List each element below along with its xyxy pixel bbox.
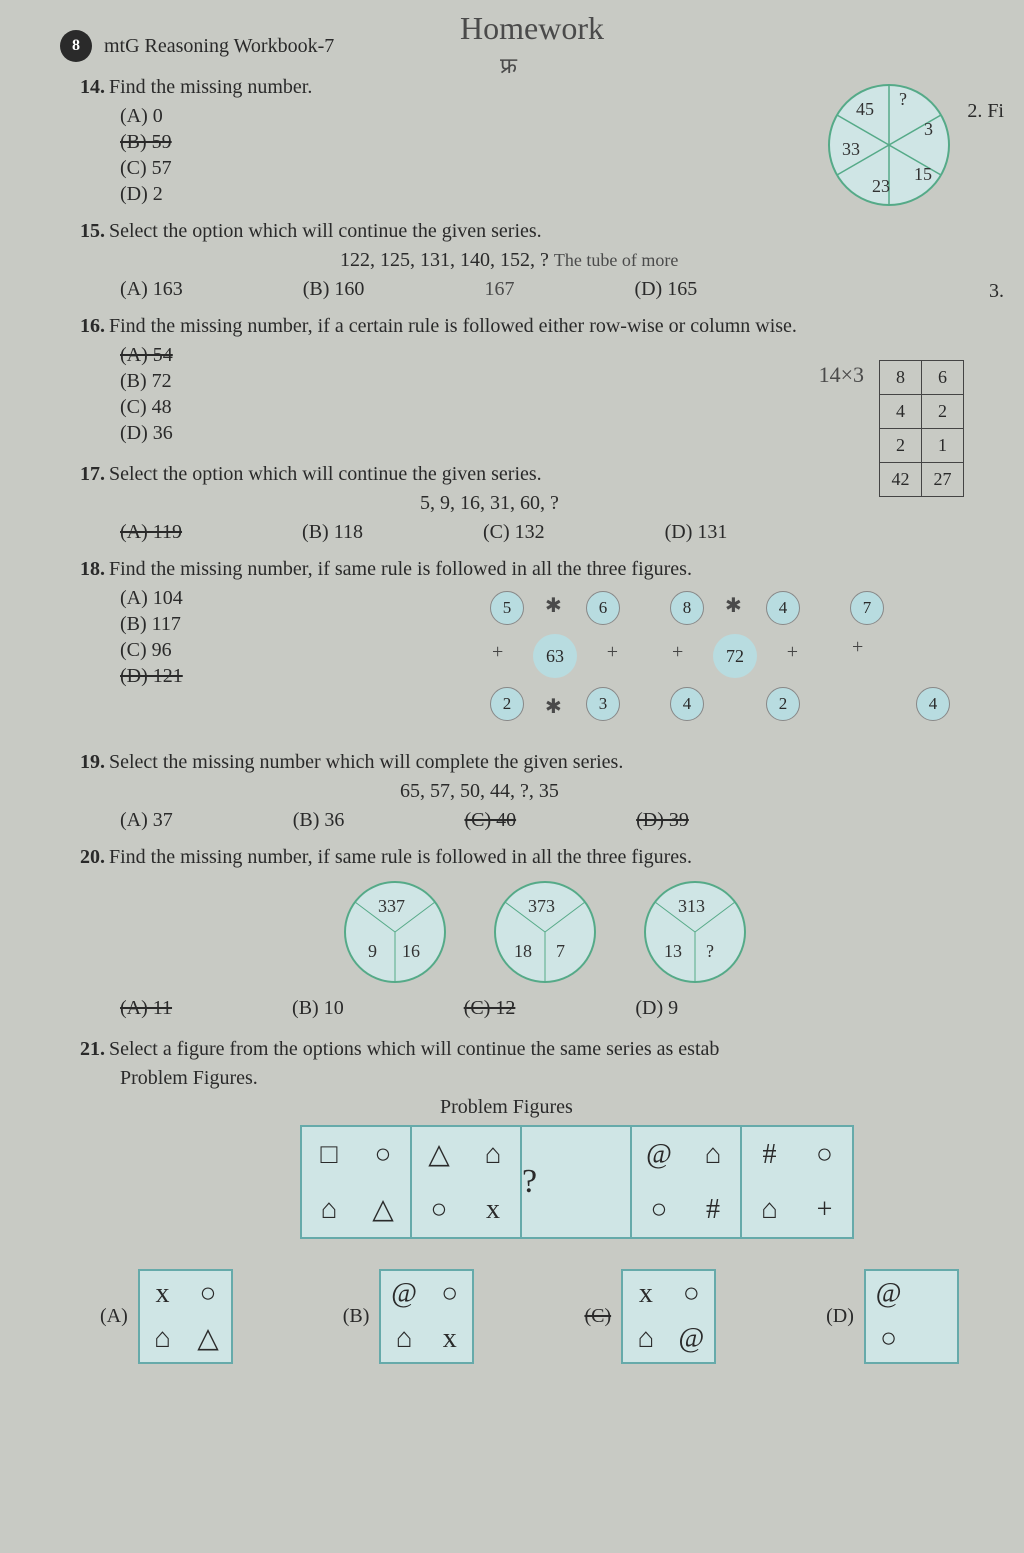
q20-opt-d: (D) 9 (635, 997, 678, 1020)
q15-options: (A) 163 (B) 160 167 (D) 165 (120, 278, 984, 301)
q21-heading: Problem Figures (440, 1096, 984, 1119)
q18-text: Find the missing number, if same rule is… (109, 558, 692, 580)
q20-options: (A) 11 (B) 10 (C) 12 (D) 9 (120, 997, 984, 1020)
q19-text: Select the missing number which will com… (109, 751, 623, 773)
q17-series: 5, 9, 16, 31, 60, ? (420, 492, 984, 515)
q19-opt-d: (D) 39 (636, 809, 689, 832)
svg-text:23: 23 (872, 176, 890, 196)
q15-hw-note: The tube of more (554, 250, 678, 270)
q18-fig3: 7 4 + (840, 581, 960, 731)
q21-opt-c: (C) x○⌂@ (584, 1269, 716, 1364)
q17-opt-d: (D) 131 (665, 521, 728, 544)
q17-opt-b: (B) 118 (302, 521, 363, 544)
q20-opt-b: (B) 10 (292, 997, 344, 1020)
q19-options: (A) 37 (B) 36 (C) 40 (D) 39 (120, 809, 984, 832)
q21-opt-d: (D) @○ (826, 1269, 959, 1364)
q15-opt-c: 167 (484, 278, 514, 301)
q15-series: 122, 125, 131, 140, 152, ? (340, 249, 549, 271)
q18-fig1: 63 5 6 2 3 ✱ ✱ + + (480, 581, 630, 731)
q17-text: Select the option which will continue th… (109, 463, 542, 485)
q19: 19. Select the missing number which will… (80, 751, 984, 774)
q15-side: 3. (989, 280, 1004, 303)
svg-text:337: 337 (378, 896, 405, 916)
svg-text:3: 3 (924, 119, 933, 139)
q14-num: 14. (80, 76, 105, 98)
q15-opt-a: (A) 163 (120, 278, 183, 301)
q20-opt-a: (A) 11 (120, 997, 172, 1020)
svg-text:16: 16 (402, 941, 420, 961)
q15-series-row: 122, 125, 131, 140, 152, ? The tube of m… (340, 249, 984, 272)
q16-opt-c: (C) 48 (120, 396, 984, 419)
q17-opt-a: (A) 119 (120, 521, 182, 544)
svg-text:45: 45 (856, 99, 874, 119)
q16-num: 16. (80, 315, 105, 337)
q15-num: 15. (80, 220, 105, 242)
q20-opt-c: (C) 12 (464, 997, 516, 1020)
q21-opt-b: (B) @○⌂x (343, 1269, 475, 1364)
q14-text: Find the missing number. (109, 76, 312, 98)
q15-text: Select the option which will continue th… (109, 220, 542, 242)
homework-handwriting: Homework (460, 10, 604, 47)
q18-fig2: 72 8 4 4 2 ✱ + + (660, 581, 810, 731)
q16-opt-d: (D) 36 (120, 422, 984, 445)
q16: 16. Find the missing number, if a certai… (80, 315, 984, 338)
q15-opt-b: (B) 160 (303, 278, 365, 301)
q19-opt-b: (B) 36 (293, 809, 345, 832)
q18-figures: 63 5 6 2 3 ✱ ✱ + + 72 8 4 4 2 ✱ + + 7 4 … (480, 581, 984, 731)
q17-num: 17. (80, 463, 105, 485)
svg-text:9: 9 (368, 941, 377, 961)
q21: 21. Select a figure from the options whi… (80, 1038, 984, 1061)
q17: 17. Select the option which will continu… (80, 463, 984, 486)
q19-num: 19. (80, 751, 105, 773)
q16-text: Find the missing number, if a certain ru… (109, 315, 797, 337)
q17-opt-c: (C) 132 (483, 521, 545, 544)
svg-text:15: 15 (914, 164, 932, 184)
svg-text:373: 373 (528, 896, 555, 916)
q19-series: 65, 57, 50, 44, ?, 35 (400, 780, 984, 803)
q19-opt-a: (A) 37 (120, 809, 173, 832)
q21-opt-a: (A) x○⌂△ (100, 1269, 233, 1364)
svg-text:7: 7 (556, 941, 565, 961)
q20: 20. Find the missing number, if same rul… (80, 846, 984, 869)
q20-num: 20. (80, 846, 105, 868)
q16-options: (A) 54 (B) 72 (C) 48 (D) 36 (120, 344, 984, 445)
svg-text:18: 18 (514, 941, 532, 961)
q21-sub: Problem Figures. (120, 1067, 984, 1090)
q21-options: (A) x○⌂△ (B) @○⌂x (C) x○⌂@ (D) @○ (100, 1269, 984, 1364)
q14-side: 2. Fi (967, 100, 1004, 123)
q18: 18. Find the missing number, if same rul… (80, 558, 984, 581)
q15-opt-d: (D) 165 (634, 278, 697, 301)
page-number-badge: 8 (60, 30, 92, 62)
q19-opt-c: (C) 40 (464, 809, 516, 832)
book-title: mtG Reasoning Workbook-7 (104, 35, 334, 58)
q21-num: 21. (80, 1038, 105, 1060)
q15: 15. Select the option which will continu… (80, 220, 984, 243)
svg-text:?: ? (706, 941, 714, 961)
svg-text:13: 13 (664, 941, 682, 961)
q18-num: 18. (80, 558, 105, 580)
svg-text:33: 33 (842, 139, 860, 159)
q16-hw: 14×3 (819, 362, 864, 388)
sub-handwriting: फ्र (500, 50, 517, 80)
svg-text:313: 313 (678, 896, 705, 916)
q20-text: Find the missing number, if same rule is… (109, 846, 692, 868)
q21-text: Select a figure from the options which w… (109, 1038, 719, 1060)
q17-options: (A) 119 (B) 118 (C) 132 (D) 131 (120, 521, 984, 544)
q20-circle3: 313 13 ? (640, 877, 750, 987)
svg-text:?: ? (899, 89, 907, 109)
q20-figures: 337 9 16 373 18 7 313 13 ? (340, 877, 984, 987)
q16-grid: 86 42 21 4227 (879, 360, 964, 497)
q14-pie: 45 ? 3 15 23 33 (824, 80, 954, 210)
q20-circle2: 373 18 7 (490, 877, 600, 987)
q21-problem-figures: □○⌂△ △⌂○x ? @⌂○# #○⌂+ (300, 1125, 854, 1239)
q20-circle1: 337 9 16 (340, 877, 450, 987)
